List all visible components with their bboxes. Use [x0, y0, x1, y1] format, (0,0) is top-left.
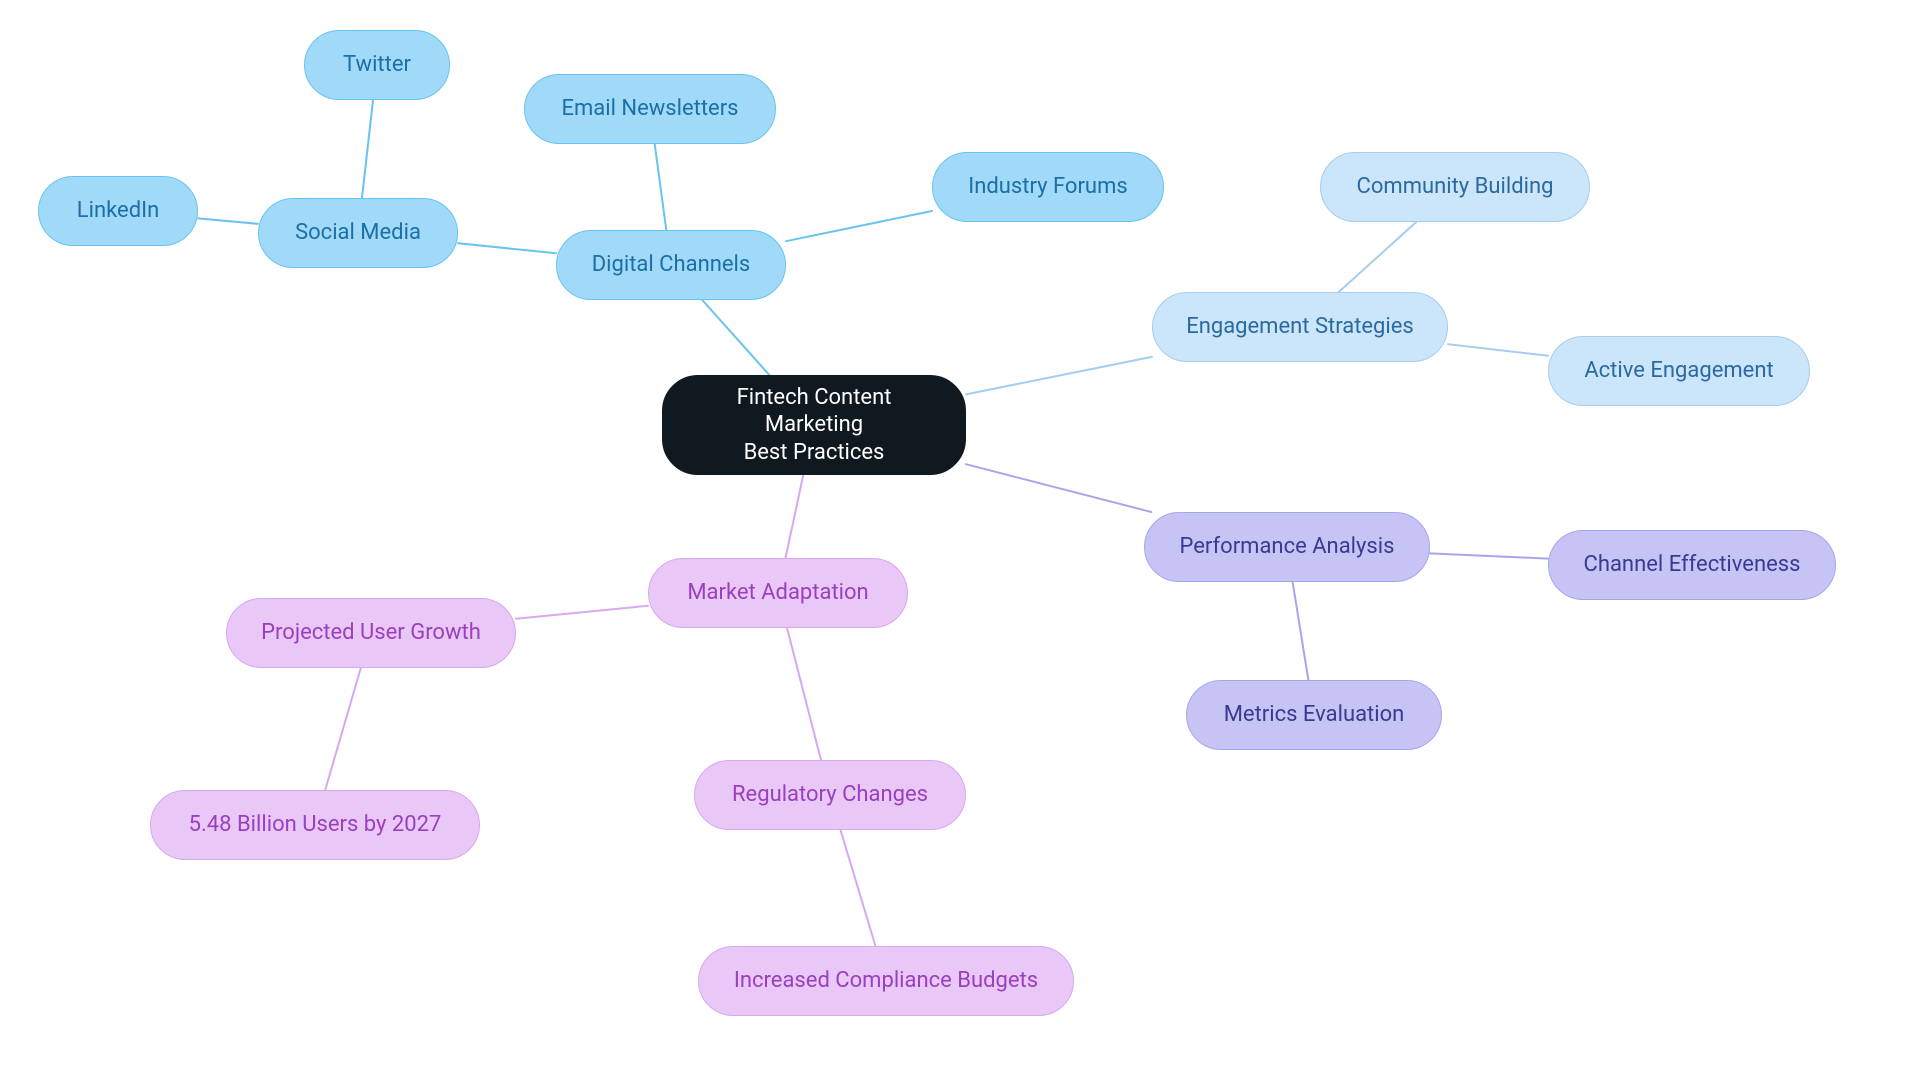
node-label: Fintech Content Marketing Best Practices — [693, 384, 935, 467]
node-ub: 5.48 Billion Users by 2027 — [150, 790, 480, 860]
node-label: 5.48 Billion Users by 2027 — [189, 811, 442, 839]
node-ma: Market Adaptation — [648, 558, 908, 628]
node-ae: Active Engagement — [1548, 336, 1810, 406]
edge-dc-sm — [458, 243, 556, 253]
node-label: Social Media — [295, 219, 421, 247]
node-icb: Increased Compliance Budgets — [698, 946, 1074, 1016]
edge-es-ae — [1448, 344, 1548, 356]
node-label: Metrics Evaluation — [1224, 701, 1405, 729]
node-label: Community Building — [1357, 173, 1554, 201]
node-root: Fintech Content Marketing Best Practices — [662, 375, 966, 475]
node-label: Regulatory Changes — [732, 781, 928, 809]
edge-pug-ub — [325, 668, 361, 790]
edge-root-pa — [966, 464, 1151, 512]
node-label: Active Engagement — [1584, 357, 1773, 385]
node-en: Email Newsletters — [524, 74, 776, 144]
edge-root-ma — [786, 475, 804, 558]
node-label: Performance Analysis — [1179, 533, 1394, 561]
node-label: Industry Forums — [968, 173, 1127, 201]
node-sm: Social Media — [258, 198, 458, 268]
node-me: Metrics Evaluation — [1186, 680, 1442, 750]
node-label: Engagement Strategies — [1186, 313, 1414, 341]
node-label: Digital Channels — [592, 251, 751, 279]
edge-pa-me — [1293, 582, 1309, 680]
node-label: Projected User Growth — [261, 619, 481, 647]
edge-dc-en — [655, 144, 667, 230]
edge-sm-li — [198, 218, 258, 224]
mindmap-canvas: Fintech Content Marketing Best Practices… — [0, 0, 1920, 1083]
node-li: LinkedIn — [38, 176, 198, 246]
node-cb: Community Building — [1320, 152, 1590, 222]
node-pa: Performance Analysis — [1144, 512, 1430, 582]
node-label: Channel Effectiveness — [1584, 551, 1801, 579]
edge-ma-pug — [516, 606, 648, 619]
node-label: Market Adaptation — [687, 579, 868, 607]
edge-es-cb — [1339, 222, 1417, 292]
edge-pa-ce — [1430, 553, 1548, 558]
edge-root-es — [966, 357, 1152, 395]
node-label: Twitter — [343, 51, 411, 79]
node-label: Email Newsletters — [561, 95, 738, 123]
node-tw: Twitter — [304, 30, 450, 100]
node-es: Engagement Strategies — [1152, 292, 1448, 362]
node-pug: Projected User Growth — [226, 598, 516, 668]
edge-ma-rc — [787, 628, 821, 760]
edge-rc-icb — [841, 830, 876, 946]
node-ce: Channel Effectiveness — [1548, 530, 1836, 600]
node-if: Industry Forums — [932, 152, 1164, 222]
edge-root-dc — [702, 300, 769, 375]
node-rc: Regulatory Changes — [694, 760, 966, 830]
edge-sm-tw — [362, 100, 373, 198]
node-dc: Digital Channels — [556, 230, 786, 300]
edge-dc-if — [786, 211, 932, 241]
node-label: Increased Compliance Budgets — [734, 967, 1038, 995]
node-label: LinkedIn — [77, 197, 160, 225]
